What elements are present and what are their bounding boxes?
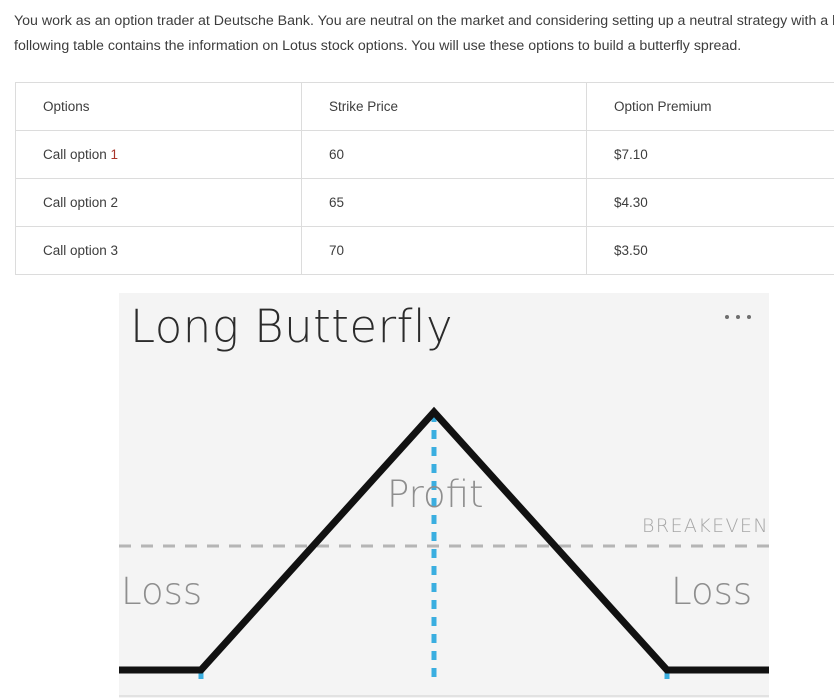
- table-row: Call option 1 60 $7.10: [15, 130, 834, 179]
- cell-option-premium: $4.30: [586, 178, 834, 227]
- cell-strike-price: 65: [301, 178, 587, 227]
- column-header-options: Options: [15, 82, 302, 131]
- breakeven-label: BREAKEVEN: [642, 515, 769, 537]
- option-name-text: Call option: [43, 243, 111, 258]
- ellipsis-dot-1: [725, 315, 729, 319]
- option-name-text: Call option: [43, 147, 111, 162]
- option-index: 3: [110, 243, 119, 258]
- ellipsis-icon[interactable]: [725, 311, 751, 323]
- payoff-diagram-svg: [119, 406, 769, 697]
- table-header-row: Options Strike Price Option Premium: [15, 82, 834, 131]
- cell-strike-price: 70: [301, 226, 587, 275]
- question-paragraph: You work as an option trader at Deutsche…: [14, 13, 834, 54]
- long-butterfly-payoff-figure: Long Butterfly Profit Loss Loss BREAKEVE…: [119, 293, 769, 698]
- figure-title: Long Butterfly: [130, 300, 454, 353]
- cell-option-name: Call option 3: [15, 226, 302, 275]
- option-index: 2: [110, 195, 119, 210]
- column-header-option-premium: Option Premium: [586, 82, 834, 131]
- payoff-line: [119, 406, 769, 674]
- option-name-text: Call option: [43, 195, 111, 210]
- option-index-highlight: 1: [110, 147, 119, 162]
- cell-option-name: Call option 1: [15, 130, 302, 179]
- cell-option-premium: $3.50: [586, 226, 834, 275]
- ellipsis-dot-3: [747, 315, 751, 319]
- options-table: Options Strike Price Option Premium Call…: [15, 82, 834, 275]
- column-header-strike-price: Strike Price: [301, 82, 587, 131]
- cell-strike-price: 60: [301, 130, 587, 179]
- loss-region-label-left: Loss: [121, 570, 203, 613]
- loss-region-label-right: Loss: [671, 570, 753, 613]
- cell-option-name: Call option 2: [15, 178, 302, 227]
- table-row: Call option 2 65 $4.30: [15, 178, 834, 227]
- cell-option-premium: $7.10: [586, 130, 834, 179]
- table-row: Call option 3 70 $3.50: [15, 226, 834, 275]
- ellipsis-dot-2: [736, 315, 740, 319]
- profit-region-label: Profit: [387, 473, 484, 516]
